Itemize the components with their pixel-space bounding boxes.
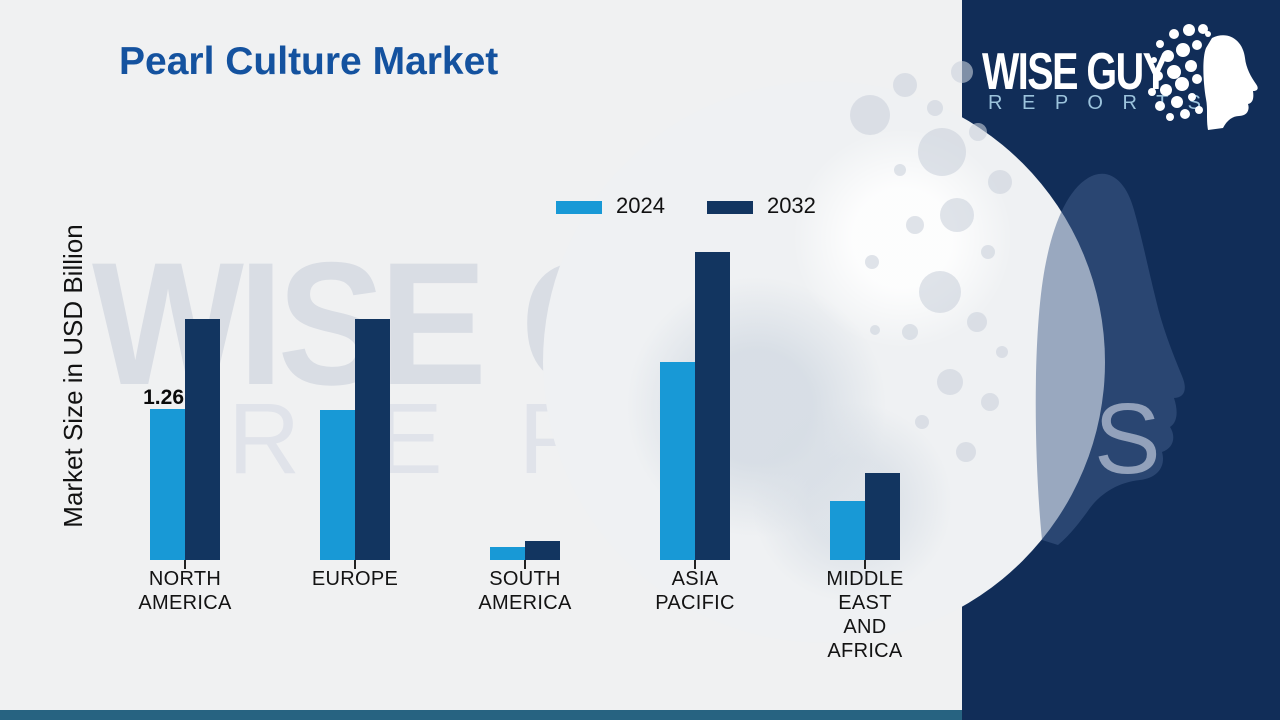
category-label-south-america: SOUTH AMERICA — [478, 568, 572, 614]
bar-2032-europe — [355, 319, 390, 560]
category-label-north-america: NORTH AMERICA — [138, 568, 232, 614]
x-axis-tick-south-america — [524, 560, 526, 569]
legend-swatch-2032 — [706, 201, 753, 214]
bar-2032-asia-pacific — [695, 252, 730, 560]
bar-2032-south-america — [525, 541, 560, 560]
legend-label-2032: 2032 — [766, 193, 816, 218]
x-axis-tick-asia-pacific — [694, 560, 696, 569]
legend-label-2024: 2024 — [616, 193, 665, 218]
bottom-accent-bar — [0, 710, 962, 720]
category-label-middle-east-and-africa: MIDDLE EAST AND AFRICA — [826, 568, 904, 662]
x-axis-tick-north-america — [184, 560, 186, 569]
bar-2024-asia-pacific — [660, 362, 695, 560]
x-axis-tick-europe — [354, 560, 356, 569]
bar-2032-north-america — [185, 319, 220, 560]
bar-2024-middle-east-and-africa — [830, 501, 865, 560]
bar-2024-europe — [320, 410, 355, 560]
logo-face-icon — [1148, 24, 1258, 131]
logo-wordmark: WISE GUY — [982, 43, 1169, 101]
bar-2032-middle-east-and-africa — [865, 473, 900, 560]
legend-swatch-2024 — [556, 201, 602, 214]
chart-legend: 2024 2032 — [556, 193, 816, 219]
watermark-dots-pattern — [850, 61, 1012, 462]
logo-subtitle: R E P O R T S — [988, 92, 1208, 114]
bar-2024-south-america — [490, 547, 525, 560]
bar-2024-north-america — [150, 409, 185, 560]
face-profile-silhouette — [1035, 173, 1185, 545]
x-axis-tick-middle-east-and-africa — [864, 560, 866, 569]
pearl-circle-graphic — [543, 81, 1105, 643]
y-axis-label: Market Size in USD Billion — [58, 224, 88, 528]
category-label-europe: EUROPE — [311, 568, 399, 590]
bar-value-label-2024-north-america: 1.26 — [143, 386, 184, 409]
category-label-asia-pacific: ASIA PACIFIC — [655, 568, 735, 614]
chart-title: Pearl Culture Market — [119, 40, 499, 83]
